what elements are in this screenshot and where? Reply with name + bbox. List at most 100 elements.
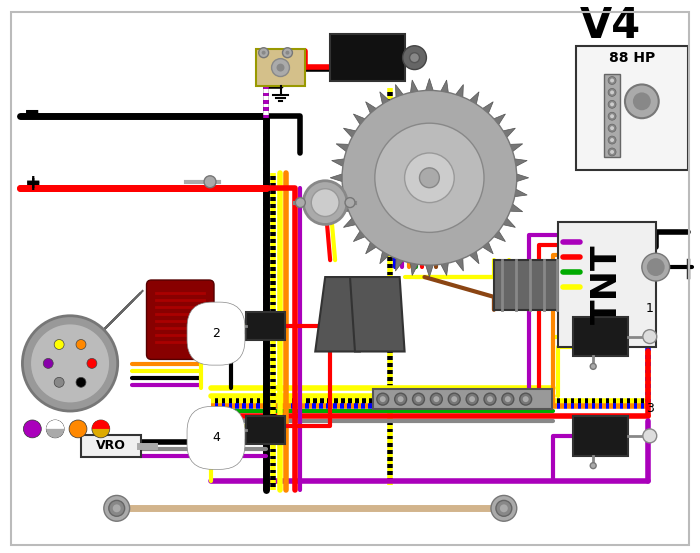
Polygon shape [410, 80, 418, 92]
Polygon shape [470, 252, 479, 264]
Bar [604, 74, 620, 157]
Polygon shape [395, 85, 403, 97]
Circle shape [610, 126, 614, 130]
Circle shape [430, 393, 442, 405]
Circle shape [452, 396, 457, 402]
Circle shape [484, 393, 496, 405]
Text: +: + [25, 173, 41, 192]
Bar [246, 312, 286, 340]
Circle shape [30, 324, 110, 403]
Bar [576, 46, 687, 170]
Circle shape [108, 500, 125, 517]
Polygon shape [514, 189, 527, 197]
Polygon shape [482, 102, 493, 113]
Circle shape [286, 51, 289, 55]
Circle shape [87, 358, 97, 368]
Circle shape [502, 393, 514, 405]
Text: 1: 1 [646, 302, 654, 315]
Polygon shape [365, 242, 376, 254]
Polygon shape [456, 258, 463, 271]
Circle shape [395, 393, 407, 405]
Polygon shape [332, 159, 344, 166]
Polygon shape [441, 263, 448, 275]
Circle shape [608, 136, 616, 144]
Circle shape [500, 504, 507, 512]
Circle shape [262, 51, 265, 55]
Circle shape [643, 429, 657, 443]
Circle shape [43, 358, 53, 368]
Circle shape [342, 91, 517, 265]
Circle shape [633, 92, 651, 110]
Circle shape [608, 100, 616, 108]
Polygon shape [365, 102, 376, 113]
Circle shape [76, 377, 86, 387]
Circle shape [610, 91, 614, 95]
FancyBboxPatch shape [81, 435, 141, 457]
Polygon shape [470, 92, 479, 104]
Circle shape [469, 396, 475, 402]
FancyBboxPatch shape [146, 280, 214, 359]
Polygon shape [456, 85, 463, 97]
Circle shape [303, 181, 347, 225]
Polygon shape [441, 80, 448, 92]
Circle shape [405, 153, 454, 202]
Text: 3: 3 [646, 401, 654, 415]
Circle shape [219, 321, 229, 331]
Circle shape [610, 138, 614, 142]
Text: −: − [25, 102, 41, 121]
Circle shape [448, 393, 460, 405]
Polygon shape [503, 218, 515, 227]
Circle shape [272, 59, 289, 76]
Wedge shape [46, 420, 64, 429]
Text: 88 HP: 88 HP [609, 51, 655, 65]
Circle shape [54, 340, 64, 349]
Circle shape [519, 393, 532, 405]
Circle shape [22, 316, 118, 411]
Polygon shape [344, 218, 356, 227]
Circle shape [419, 168, 440, 187]
Circle shape [380, 396, 386, 402]
Polygon shape [514, 159, 527, 166]
Circle shape [608, 124, 616, 132]
Bar [373, 389, 552, 409]
Circle shape [54, 377, 64, 387]
Polygon shape [380, 252, 389, 264]
Polygon shape [503, 128, 515, 138]
Bar [494, 260, 573, 310]
Polygon shape [510, 144, 523, 152]
Circle shape [412, 393, 424, 405]
Wedge shape [46, 429, 64, 438]
Circle shape [113, 504, 120, 512]
Polygon shape [395, 258, 403, 271]
Circle shape [647, 258, 665, 276]
Circle shape [610, 102, 614, 106]
Polygon shape [410, 263, 418, 275]
Polygon shape [330, 174, 342, 181]
Circle shape [610, 79, 614, 82]
Circle shape [104, 495, 130, 521]
Circle shape [23, 420, 41, 438]
Circle shape [590, 463, 596, 468]
Circle shape [219, 425, 229, 435]
Circle shape [590, 363, 596, 369]
Text: V4: V4 [580, 5, 641, 47]
Circle shape [608, 148, 616, 156]
Bar [246, 416, 286, 444]
Circle shape [295, 197, 305, 207]
Text: TNT: TNT [590, 244, 624, 324]
Circle shape [487, 396, 493, 402]
Circle shape [491, 495, 517, 521]
Circle shape [416, 396, 421, 402]
Circle shape [643, 330, 657, 343]
Circle shape [610, 150, 614, 154]
Circle shape [433, 396, 440, 402]
Polygon shape [344, 128, 356, 138]
Circle shape [283, 48, 293, 58]
Circle shape [345, 197, 355, 207]
Circle shape [377, 393, 389, 405]
Circle shape [642, 253, 670, 281]
Circle shape [204, 176, 216, 187]
Polygon shape [354, 231, 365, 242]
Circle shape [625, 85, 659, 118]
Circle shape [76, 340, 86, 349]
